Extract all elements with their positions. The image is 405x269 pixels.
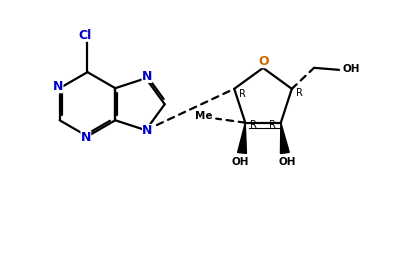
Text: N: N (81, 131, 91, 144)
Text: N: N (53, 80, 63, 93)
Text: N: N (142, 70, 152, 83)
Text: O: O (258, 55, 269, 68)
Text: N: N (142, 124, 153, 137)
Polygon shape (238, 123, 246, 153)
Text: R: R (239, 89, 246, 99)
Text: R: R (250, 120, 257, 130)
Text: OH: OH (342, 64, 360, 74)
Text: OH: OH (231, 157, 249, 167)
Text: Me: Me (195, 111, 213, 121)
Text: Cl: Cl (79, 29, 92, 42)
Text: R: R (269, 120, 276, 130)
Text: R: R (296, 88, 303, 98)
Polygon shape (281, 123, 289, 154)
Text: OH: OH (278, 157, 296, 167)
